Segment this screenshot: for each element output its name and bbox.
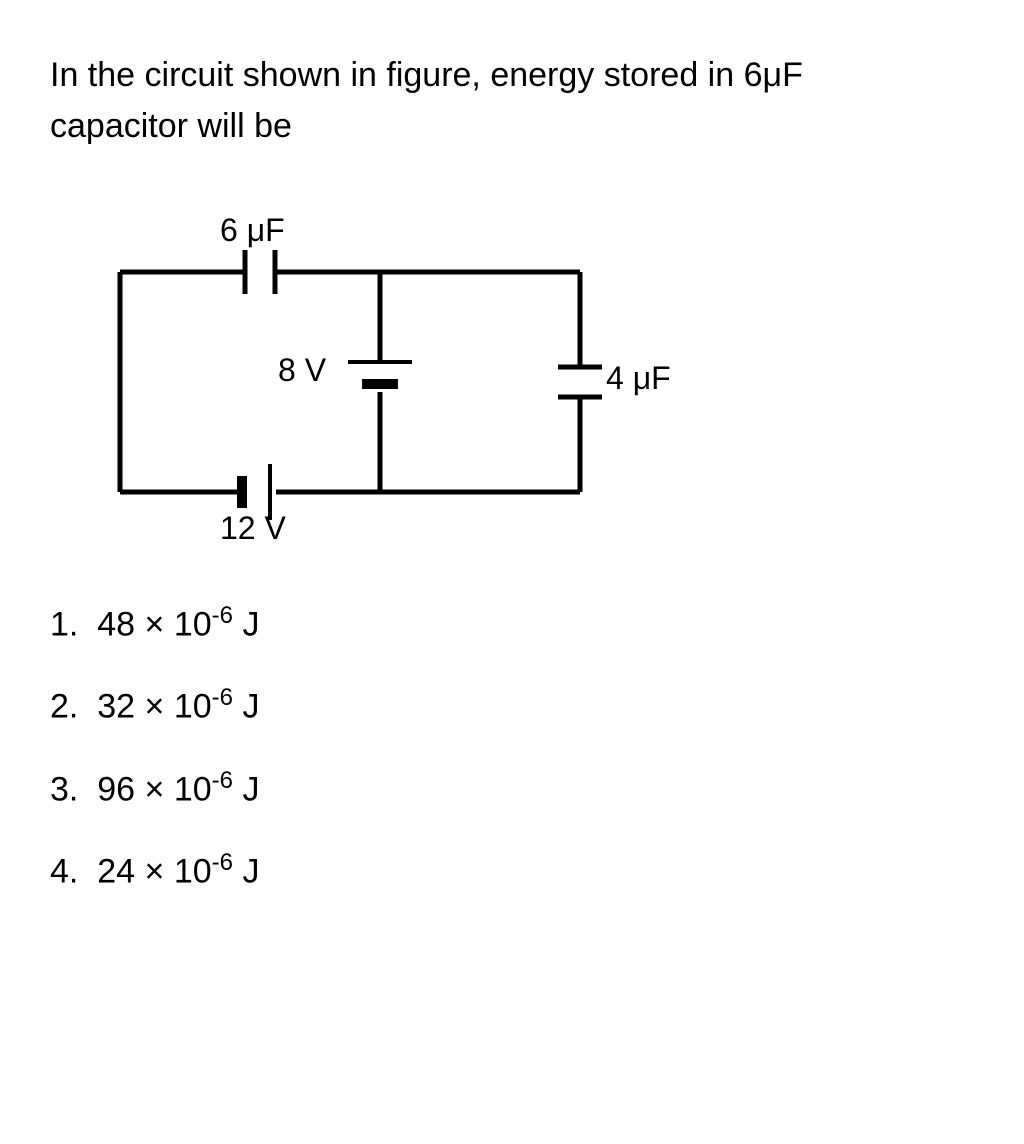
question-line1: In the circuit shown in figure, energy s… — [50, 56, 803, 94]
option-3-val: 96 × 10 — [97, 770, 211, 808]
option-1-val: 48 × 10 — [97, 605, 211, 643]
option-1[interactable]: 1. 48 × 10-6 J — [50, 602, 974, 644]
option-4[interactable]: 4. 24 × 10-6 J — [50, 849, 974, 891]
batt-mid-label: 8 V — [278, 352, 326, 389]
question-text: In the circuit shown in figure, energy s… — [50, 50, 974, 152]
option-3[interactable]: 3. 96 × 10-6 J — [50, 767, 974, 809]
cap-right-label: 4 μF — [606, 360, 671, 397]
option-4-exp: -6 — [212, 849, 233, 876]
options-list: 1. 48 × 10-6 J 2. 32 × 10-6 J 3. 96 × 10… — [50, 602, 974, 891]
option-3-unit: J — [233, 770, 259, 808]
circuit-svg — [80, 212, 640, 552]
cap-top-label: 6 μF — [220, 212, 285, 249]
question-line2: capacitor will be — [50, 107, 292, 145]
option-1-num: 1. — [50, 605, 78, 643]
option-4-unit: J — [233, 852, 259, 890]
option-2[interactable]: 2. 32 × 10-6 J — [50, 684, 974, 726]
option-2-exp: -6 — [212, 684, 233, 711]
batt-bottom-label: 12 V — [220, 510, 286, 547]
option-4-val: 24 × 10 — [97, 852, 211, 890]
option-3-num: 3. — [50, 770, 78, 808]
option-1-exp: -6 — [212, 602, 233, 629]
option-2-unit: J — [233, 688, 259, 726]
option-2-val: 32 × 10 — [97, 688, 211, 726]
option-4-num: 4. — [50, 852, 78, 890]
circuit-diagram: 6 μF 4 μF 8 V 12 V — [80, 212, 640, 552]
option-1-unit: J — [233, 605, 259, 643]
option-3-exp: -6 — [212, 767, 233, 794]
option-2-num: 2. — [50, 688, 78, 726]
page-container: In the circuit shown in figure, energy s… — [0, 0, 1024, 981]
